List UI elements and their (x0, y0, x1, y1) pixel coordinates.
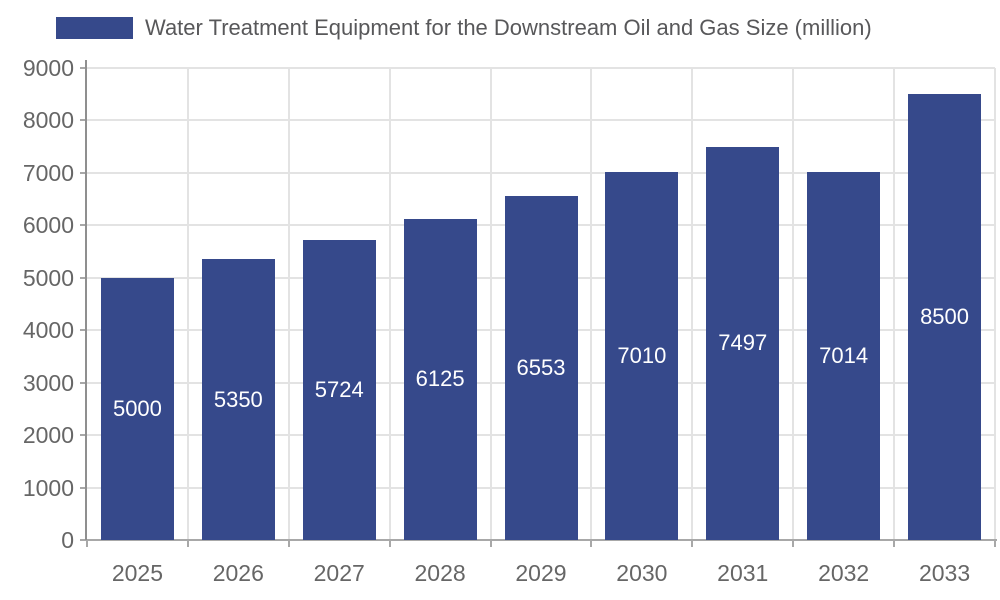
y-gridline (87, 119, 995, 122)
x-axis-line (87, 539, 997, 541)
x-tick-label: 2025 (111, 560, 164, 586)
bar-2031[interactable]: 7497 (706, 146, 780, 540)
bar-2033[interactable]: 8500 (908, 94, 982, 540)
x-gridline (994, 68, 996, 540)
bar-2028[interactable]: 6125 (403, 218, 477, 540)
bar-value-label: 6125 (415, 366, 465, 392)
x-tick-mark (489, 540, 492, 547)
y-gridline (87, 171, 995, 174)
legend[interactable]: Water Treatment Equipment for the Downst… (56, 15, 872, 41)
bar-value-label: 8500 (920, 304, 970, 330)
x-tick-mark (388, 540, 391, 547)
x-tick-mark (994, 540, 996, 547)
x-tick-label: 2032 (818, 560, 870, 586)
y-tick-label: 0 (61, 527, 74, 553)
bar-2030[interactable]: 7010 (605, 172, 679, 540)
y-tick-mark (80, 224, 87, 227)
y-tick-mark (80, 486, 87, 489)
y-axis-line (85, 60, 87, 540)
y-tick-mark (80, 329, 87, 332)
y-tick-label: 3000 (22, 369, 74, 396)
chart-title: Water Treatment Equipment for the Downst… (145, 15, 872, 40)
x-tick-label: 2030 (616, 560, 668, 586)
bar-value-label: 6553 (516, 355, 566, 381)
x-gridline (893, 68, 896, 540)
x-tick-label: 2031 (717, 560, 769, 586)
x-tick-mark (691, 540, 694, 547)
bar-2025[interactable]: 5000 (100, 277, 174, 540)
x-gridline (590, 68, 593, 540)
y-tick-mark (80, 276, 87, 279)
x-tick-mark (893, 540, 896, 547)
x-tick-mark (590, 540, 593, 547)
y-tick-label: 2000 (22, 422, 74, 449)
bar-2026[interactable]: 5350 (201, 259, 275, 540)
y-tick-mark (80, 434, 87, 437)
x-tick-mark (792, 540, 795, 547)
x-tick-label: 2027 (313, 560, 365, 586)
x-gridline (691, 68, 694, 540)
y-tick-mark (80, 381, 87, 384)
y-tick-mark (80, 539, 87, 541)
bar-2032[interactable]: 7014 (807, 172, 881, 540)
bar-2027[interactable]: 5724 (302, 239, 376, 540)
x-gridline (388, 68, 391, 540)
x-tick-label: 2029 (515, 560, 567, 586)
x-gridline (186, 68, 189, 540)
x-tick-label: 2026 (212, 560, 264, 586)
y-tick-label: 7000 (22, 159, 74, 186)
y-tick-label: 1000 (22, 474, 74, 501)
y-tick-label: 8000 (22, 107, 74, 134)
y-tick-label: 9000 (22, 55, 74, 81)
y-tick-mark (80, 119, 87, 122)
x-tick-mark (186, 540, 189, 547)
x-gridline (792, 68, 795, 540)
y-tick-label: 6000 (22, 212, 74, 239)
x-tick-label: 2028 (414, 560, 466, 586)
bar-value-label: 7497 (718, 330, 768, 356)
bar-value-label: 5350 (213, 386, 263, 412)
y-tick-label: 4000 (22, 317, 74, 344)
bar-value-label: 5000 (112, 395, 162, 421)
x-tick-label: 2033 (918, 560, 971, 586)
x-tick-mark (287, 540, 290, 547)
legend-swatch-icon (56, 17, 133, 39)
bar-value-label: 7010 (617, 343, 667, 369)
y-tick-mark (80, 67, 87, 69)
x-tick-mark (86, 540, 88, 547)
y-tick-label: 5000 (22, 264, 74, 291)
x-gridline (287, 68, 290, 540)
bar-value-label: 5724 (314, 376, 364, 402)
y-gridline (87, 67, 995, 69)
bar-2029[interactable]: 6553 (504, 196, 578, 540)
y-tick-mark (80, 171, 87, 174)
x-gridline (489, 68, 492, 540)
bar-value-label: 7014 (819, 343, 869, 369)
